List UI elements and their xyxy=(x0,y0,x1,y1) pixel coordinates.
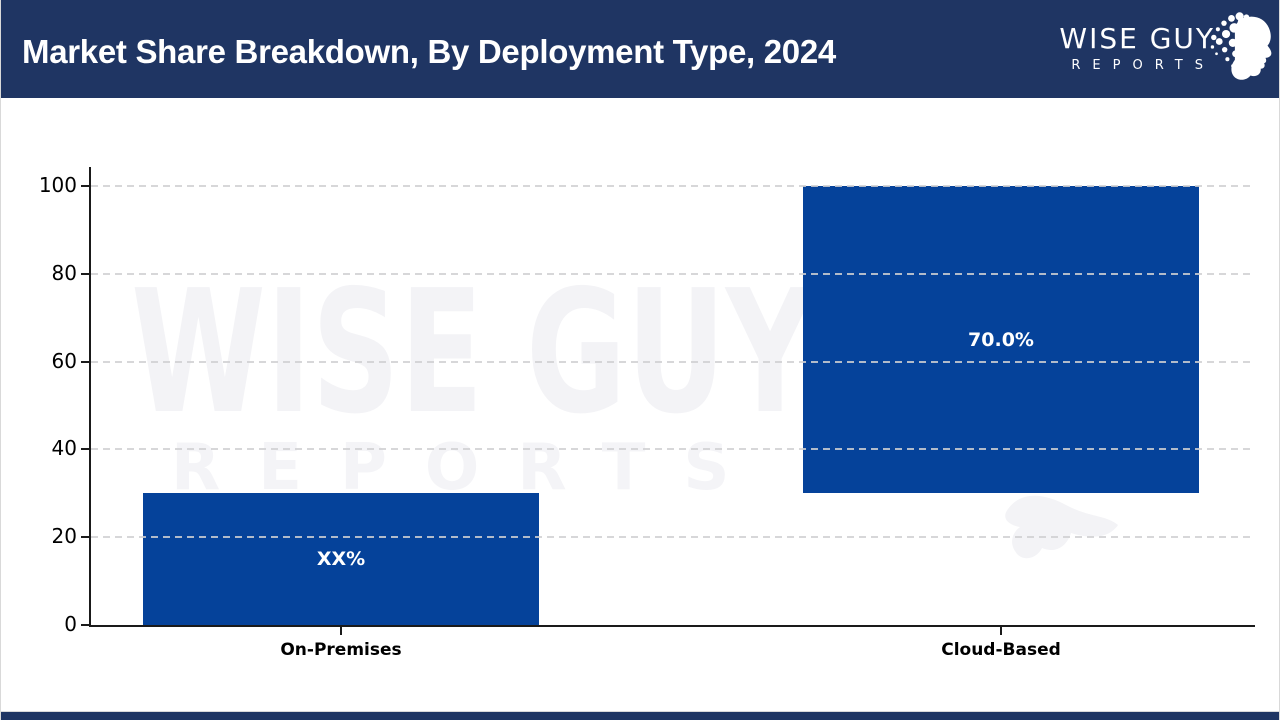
page-title: Market Share Breakdown, By Deployment Ty… xyxy=(22,33,836,70)
x-axis-category-label-cloud-based: Cloud-Based xyxy=(941,640,1061,660)
x-axis-tick-mark xyxy=(1000,627,1002,635)
y-axis-tick-mark xyxy=(81,624,90,626)
y-axis-tick-mark xyxy=(81,448,90,451)
gridline-20 xyxy=(91,536,1254,539)
gridline-80 xyxy=(91,272,1254,275)
watermark-reports-text: REPORTS xyxy=(171,431,768,505)
gridline-40 xyxy=(91,448,1254,451)
y-axis-tick-label: 0 xyxy=(64,612,77,636)
y-axis-tick-label: 40 xyxy=(51,436,77,461)
y-axis-tick-label: 100 xyxy=(38,173,77,197)
y-axis-tick-mark xyxy=(81,536,90,539)
watermark-wordmark: WISE GUY xyxy=(131,254,815,452)
y-axis-tick-label: 80 xyxy=(51,260,77,285)
gridline-100 xyxy=(91,185,1254,187)
content-bottom-border xyxy=(1,711,1279,712)
watermark-swoosh-icon xyxy=(1005,495,1118,559)
y-axis-spine xyxy=(89,167,91,627)
bar-value-label-cloud-based: 70.0% xyxy=(968,328,1034,351)
x-axis-tick-mark xyxy=(340,627,342,635)
wise-guy-face-logo-icon xyxy=(1210,12,1272,80)
y-axis-tick-mark xyxy=(81,360,90,363)
wise-guy-logo: WISE GUY REPORTS xyxy=(1035,22,1215,73)
y-axis-tick-mark xyxy=(81,185,90,187)
y-axis-tick-mark xyxy=(81,272,90,275)
bar-on-premises xyxy=(143,493,539,625)
footer-bar xyxy=(1,712,1279,720)
bar-value-label-on-premises: XX% xyxy=(316,548,366,571)
header-bar: Market Share Breakdown, By Deployment Ty… xyxy=(1,0,1279,98)
logo-reports-text: REPORTS xyxy=(1071,57,1215,73)
gridline-60 xyxy=(91,360,1254,363)
logo-wordmark: WISE GUY xyxy=(1059,22,1215,55)
x-axis-spine xyxy=(89,625,1255,627)
y-axis-tick-label: 60 xyxy=(51,348,77,373)
bar-cloud-based xyxy=(803,186,1199,494)
x-axis-category-label-on-premises: On-Premises xyxy=(280,640,402,660)
y-axis-tick-label: 20 xyxy=(51,524,77,549)
